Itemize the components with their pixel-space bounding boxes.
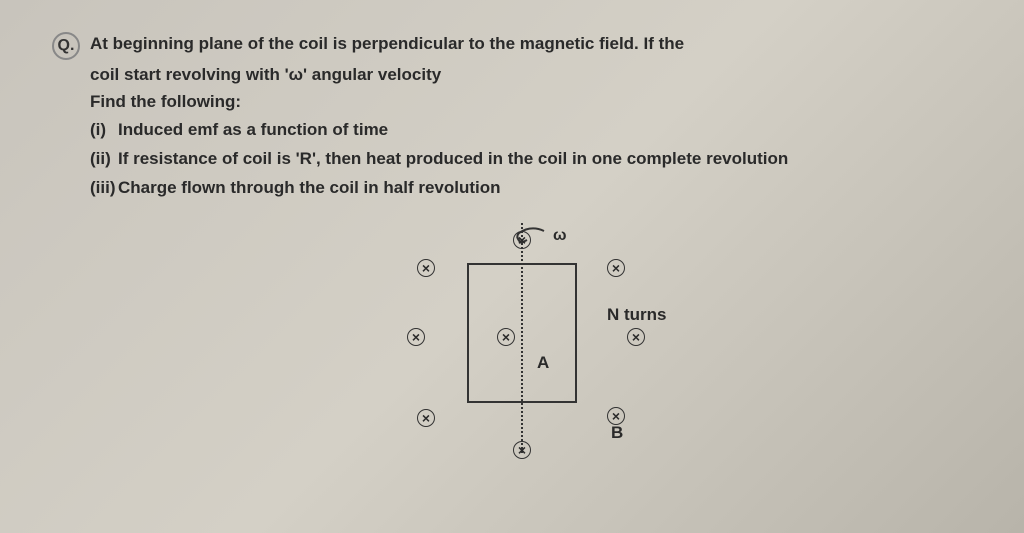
field-into-page-icon (607, 259, 625, 277)
question-label: Q. (52, 32, 80, 60)
field-into-page-icon (627, 328, 645, 346)
page-container: Q. At beginning plane of the coil is per… (0, 0, 1024, 493)
list-item: (i) Induced emf as a function of time (90, 116, 964, 145)
omega-label: ω (553, 227, 567, 245)
find-heading: Find the following: (90, 92, 964, 112)
field-into-page-icon (513, 231, 531, 249)
item-text: If resistance of coil is 'R', then heat … (118, 149, 788, 168)
field-into-page-icon (497, 328, 515, 346)
list-item: (ii) If resistance of coil is 'R', then … (90, 145, 964, 174)
label-b: B (611, 423, 623, 443)
item-text: Charge flown through the coil in half re… (118, 178, 501, 197)
item-num: (iii) (90, 174, 116, 203)
n-turns-label: N turns (607, 305, 667, 325)
coil-rectangle (467, 263, 577, 403)
field-into-page-icon (417, 409, 435, 427)
field-into-page-icon (607, 407, 625, 425)
field-into-page-icon (407, 328, 425, 346)
diagram-container: ω A B N turns (317, 213, 737, 473)
question-line-2: coil start revolving with 'ω' angular ve… (90, 61, 964, 88)
label-a: A (537, 353, 549, 373)
question-list: (i) Induced emf as a function of time (i… (90, 116, 964, 203)
list-item: (iii) Charge flown through the coil in h… (90, 174, 964, 203)
question-line-1: At beginning plane of the coil is perpen… (90, 30, 964, 57)
field-into-page-icon (417, 259, 435, 277)
item-text: Induced emf as a function of time (118, 120, 388, 139)
field-into-page-icon (513, 441, 531, 459)
item-num: (ii) (90, 145, 111, 174)
item-num: (i) (90, 116, 106, 145)
